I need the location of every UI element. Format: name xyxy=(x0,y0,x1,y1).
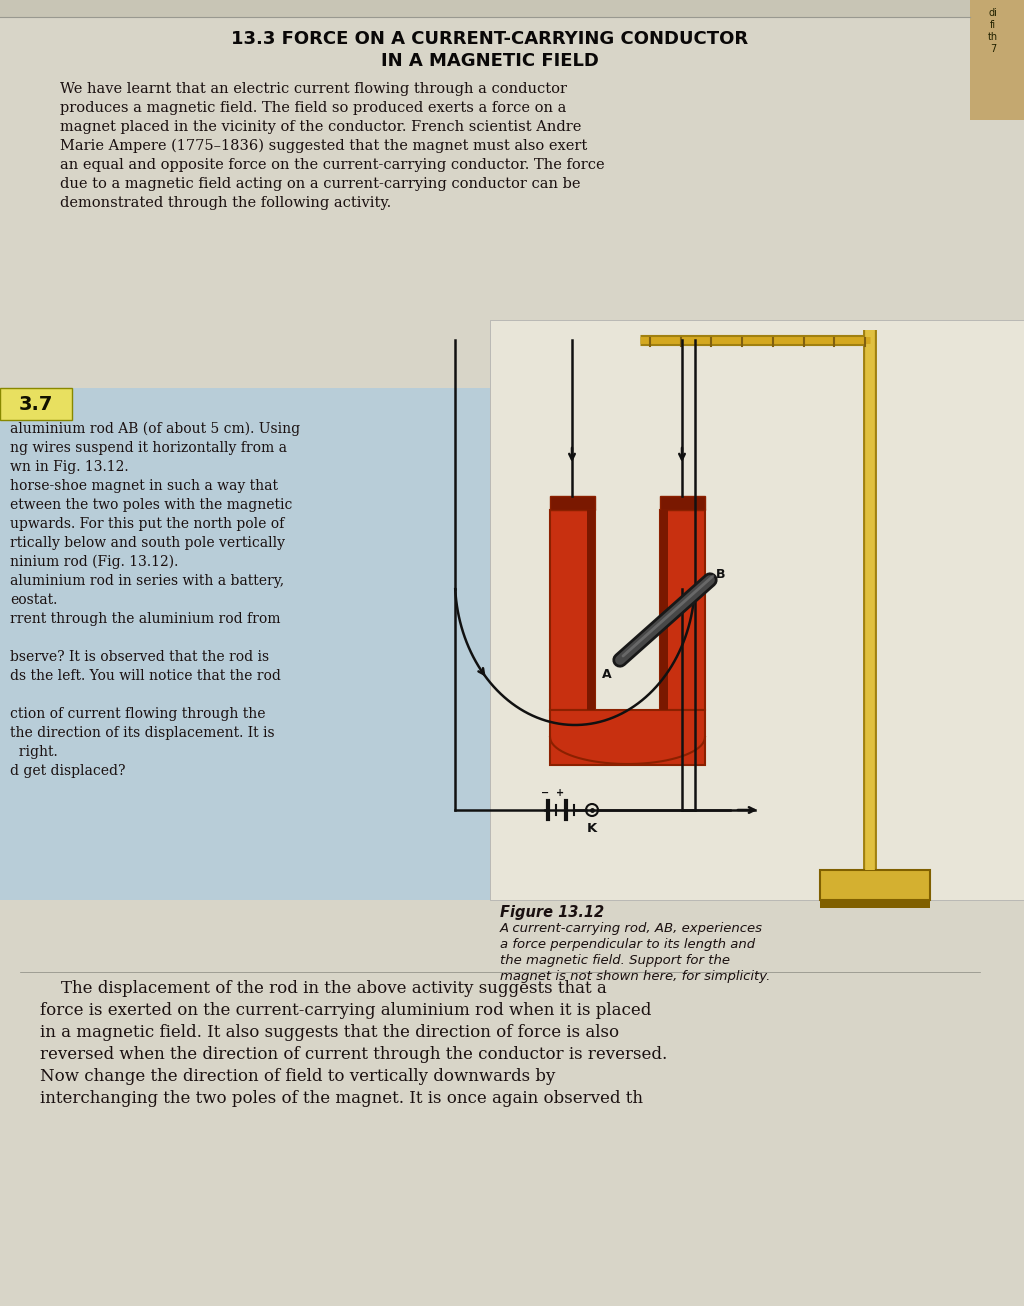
Text: rtically below and south pole vertically: rtically below and south pole vertically xyxy=(10,535,285,550)
Text: etween the two poles with the magnetic: etween the two poles with the magnetic xyxy=(10,498,293,512)
Text: +: + xyxy=(556,788,564,798)
Text: aluminium rod in series with a battery,: aluminium rod in series with a battery, xyxy=(10,575,284,588)
Text: magnet placed in the vicinity of the conductor. French scientist Andre: magnet placed in the vicinity of the con… xyxy=(60,120,582,135)
Text: th: th xyxy=(988,33,998,42)
Text: an equal and opposite force on the current-carrying conductor. The force: an equal and opposite force on the curre… xyxy=(60,158,604,172)
Text: Marie Ampere (1775–1836) suggested that the magnet must also exert: Marie Ampere (1775–1836) suggested that … xyxy=(60,138,587,153)
Text: Now change the direction of field to vertically downwards by: Now change the direction of field to ver… xyxy=(40,1068,555,1085)
Text: 3.7: 3.7 xyxy=(18,394,53,414)
Text: horse-shoe magnet in such a way that: horse-shoe magnet in such a way that xyxy=(10,479,278,492)
Text: di: di xyxy=(988,8,997,18)
Bar xyxy=(660,511,705,710)
Text: reversed when the direction of current through the conductor is reversed.: reversed when the direction of current t… xyxy=(40,1046,668,1063)
Text: eostat.: eostat. xyxy=(10,593,57,607)
Bar xyxy=(490,320,1024,900)
Bar xyxy=(660,511,668,710)
Bar xyxy=(0,388,72,421)
Text: fi: fi xyxy=(990,20,996,30)
Text: rrent through the aluminium rod from: rrent through the aluminium rod from xyxy=(10,613,281,626)
Text: d get displaced?: d get displaced? xyxy=(10,764,126,778)
Text: wn in Fig. 13.12.: wn in Fig. 13.12. xyxy=(10,460,129,474)
Text: interchanging the two poles of the magnet. It is once again observed th: interchanging the two poles of the magne… xyxy=(40,1091,643,1107)
Text: aluminium rod AB (of about 5 cm). Using: aluminium rod AB (of about 5 cm). Using xyxy=(10,422,300,436)
Text: in a magnetic field. It also suggests that the direction of force is also: in a magnetic field. It also suggests th… xyxy=(40,1024,620,1041)
Text: force is exerted on the current-carrying aluminium rod when it is placed: force is exerted on the current-carrying… xyxy=(40,1002,651,1019)
Text: 7: 7 xyxy=(990,44,996,54)
Text: A: A xyxy=(602,667,612,680)
Text: A current-carrying rod, AB, experiences: A current-carrying rod, AB, experiences xyxy=(500,922,763,935)
Text: K: K xyxy=(587,821,597,835)
Text: upwards. For this put the north pole of: upwards. For this put the north pole of xyxy=(10,517,285,532)
Bar xyxy=(550,710,705,765)
Text: the magnetic field. Support for the: the magnetic field. Support for the xyxy=(500,953,730,966)
Text: magnet is not shown here, for simplicity.: magnet is not shown here, for simplicity… xyxy=(500,970,770,983)
Text: demonstrated through the following activity.: demonstrated through the following activ… xyxy=(60,196,391,210)
Text: Figure 13.12: Figure 13.12 xyxy=(500,905,604,919)
Text: ds the left. You will notice that the rod: ds the left. You will notice that the ro… xyxy=(10,669,281,683)
Text: the direction of its displacement. It is: the direction of its displacement. It is xyxy=(10,726,274,741)
Text: produces a magnetic field. The field so produced exerts a force on a: produces a magnetic field. The field so … xyxy=(60,101,566,115)
Text: The displacement of the rod in the above activity suggests that a: The displacement of the rod in the above… xyxy=(40,980,607,996)
Bar xyxy=(820,870,930,900)
Text: due to a magnetic field acting on a current-carrying conductor can be: due to a magnetic field acting on a curr… xyxy=(60,178,581,191)
Text: a force perpendicular to its length and: a force perpendicular to its length and xyxy=(500,938,755,951)
Bar xyxy=(970,0,1024,120)
Text: B: B xyxy=(716,568,725,581)
Bar xyxy=(550,511,595,710)
Text: We have learnt that an electric current flowing through a conductor: We have learnt that an electric current … xyxy=(60,82,567,97)
Bar xyxy=(550,496,595,511)
Text: bserve? It is observed that the rod is: bserve? It is observed that the rod is xyxy=(10,650,269,663)
Text: ction of current flowing through the: ction of current flowing through the xyxy=(10,707,265,721)
Text: right.: right. xyxy=(10,744,57,759)
Bar xyxy=(820,900,930,908)
Bar xyxy=(660,496,705,511)
Bar xyxy=(0,0,970,18)
Bar xyxy=(0,388,490,900)
Text: −: − xyxy=(541,788,549,798)
Text: 13.3 FORCE ON A CURRENT-CARRYING CONDUCTOR: 13.3 FORCE ON A CURRENT-CARRYING CONDUCT… xyxy=(231,30,749,48)
Bar xyxy=(587,511,595,710)
Text: IN A MAGNETIC FIELD: IN A MAGNETIC FIELD xyxy=(381,52,599,71)
Text: ng wires suspend it horizontally from a: ng wires suspend it horizontally from a xyxy=(10,441,287,454)
Text: ninium rod (Fig. 13.12).: ninium rod (Fig. 13.12). xyxy=(10,555,178,569)
